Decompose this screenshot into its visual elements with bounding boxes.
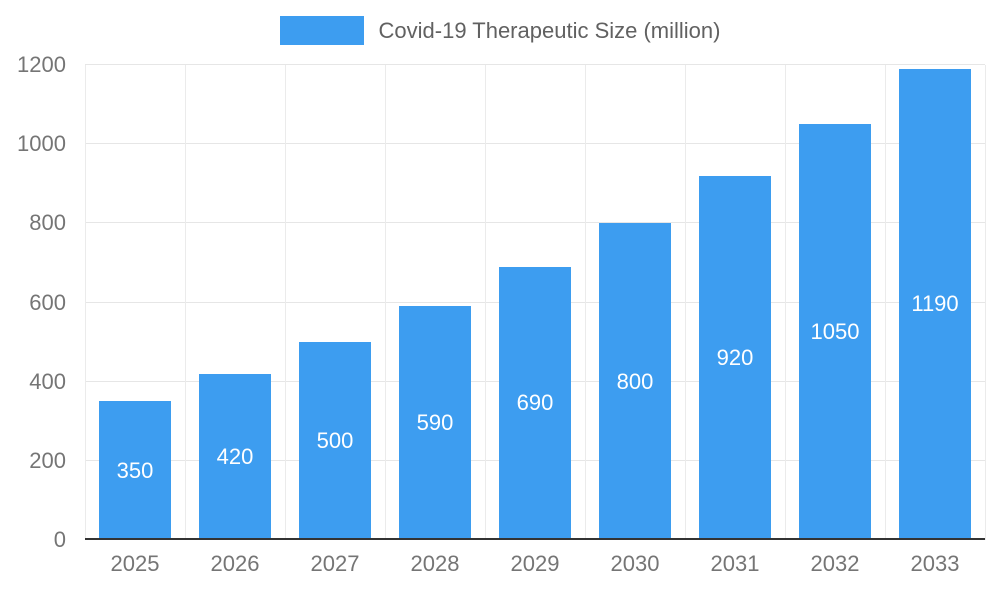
bars-layer: 350 420 500 590 690 800 920 1050 1190 [85, 65, 985, 540]
legend-label: Covid-19 Therapeutic Size (million) [378, 17, 721, 43]
x-axis-tick-label: 2026 [210, 551, 260, 576]
bar-value-label: 800 [616, 368, 654, 394]
bar-value-label: 1190 [911, 291, 959, 317]
x-axis: 2025 2026 2027 2028 2029 2030 2031 2032 2033 [85, 551, 985, 577]
vertical-gridline [85, 65, 86, 540]
gridline [85, 222, 985, 224]
x-axis-tick-label: 2027 [310, 551, 360, 576]
bar-value-label: 590 [416, 410, 454, 436]
legend-swatch-icon [279, 16, 364, 45]
y-axis: 0 200 400 600 800 1000 1200 [0, 54, 72, 551]
bar-2027[interactable]: 500 [299, 342, 371, 540]
vertical-gridline [285, 65, 286, 540]
x-axis-tick-label: 2031 [710, 551, 760, 576]
bar-2029[interactable]: 690 [499, 266, 571, 540]
bar-slot: 690 [485, 65, 585, 540]
y-axis-tick-label: 600 [29, 289, 66, 315]
bar-slot: 800 [585, 65, 685, 540]
gridline [85, 143, 985, 145]
vertical-gridline [985, 65, 986, 540]
x-axis-tick-label: 2030 [610, 551, 660, 576]
y-axis-tick-label: 1200 [17, 52, 66, 77]
bar-slot: 590 [385, 65, 485, 540]
bar-slot: 350 [85, 65, 185, 540]
vertical-gridline [185, 65, 186, 540]
x-axis-baseline [85, 538, 985, 540]
bar-value-label: 500 [316, 428, 354, 454]
x-axis-tick-label: 2028 [410, 551, 460, 576]
bar-value-label: 690 [516, 390, 554, 416]
vertical-gridline [785, 65, 786, 540]
bar-2033[interactable]: 1190 [899, 68, 971, 540]
vertical-gridline [585, 65, 586, 540]
bar-value-label: 920 [716, 344, 754, 370]
chart-legend: Covid-19 Therapeutic Size (million) [0, 16, 1000, 45]
y-axis-tick-label: 800 [29, 210, 66, 236]
vertical-gridline [885, 65, 886, 540]
vertical-gridline [684, 65, 686, 540]
bar-2028[interactable]: 590 [399, 306, 471, 540]
bar-2025[interactable]: 350 [99, 401, 171, 540]
x-axis-tick-label: 2025 [110, 551, 160, 576]
x-axis-tick-label: 2029 [510, 551, 560, 576]
gridline [85, 64, 985, 65]
bar-value-label: 1050 [810, 319, 860, 345]
plot-area: 350 420 500 590 690 800 920 1050 1190 [85, 64, 986, 540]
y-axis-tick-label: 0 [53, 527, 66, 552]
y-axis-tick-label: 400 [29, 368, 66, 394]
vertical-gridline [485, 65, 486, 540]
bar-value-label: 420 [216, 443, 254, 469]
bar-slot: 1050 [785, 65, 885, 540]
bar-value-label: 350 [116, 457, 154, 483]
x-axis-tick-label: 2032 [810, 551, 860, 576]
bar-slot: 920 [685, 65, 785, 540]
vertical-gridline [384, 65, 386, 540]
bar-2031[interactable]: 920 [699, 175, 771, 540]
bar-2026[interactable]: 420 [199, 373, 271, 540]
bar-slot: 1190 [885, 65, 985, 540]
y-axis-tick-label: 1000 [17, 131, 66, 157]
bar-slot: 500 [285, 65, 385, 540]
bar-2030[interactable]: 800 [599, 223, 671, 540]
bar-slot: 420 [185, 65, 285, 540]
bar-2032[interactable]: 1050 [799, 124, 871, 540]
x-axis-tick-label: 2033 [910, 551, 960, 576]
y-axis-tick-label: 200 [29, 447, 66, 473]
